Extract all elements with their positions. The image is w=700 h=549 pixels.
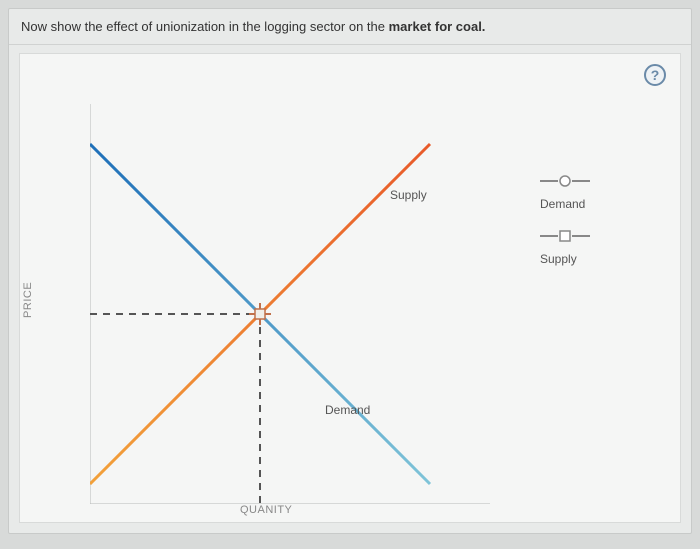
legend: Demand Supply <box>540 174 650 284</box>
legend-demand-item[interactable]: Demand <box>540 174 650 211</box>
eq-box <box>255 309 265 319</box>
prompt-text: Now show the effect of unionization in t… <box>9 9 691 45</box>
exercise-panel: Now show the effect of unionization in t… <box>8 8 692 534</box>
help-icon[interactable]: ? <box>644 64 666 86</box>
legend-supply-label: Supply <box>540 252 650 266</box>
legend-demand-svg <box>540 176 590 186</box>
supply-curve-label: Supply <box>390 188 427 202</box>
legend-demand-symbol <box>540 174 650 191</box>
chart-svg: Supply Demand <box>90 104 490 504</box>
legend-supply-symbol <box>540 229 650 246</box>
demand-curve-label: Demand <box>325 403 370 417</box>
legend-demand-label: Demand <box>540 197 650 211</box>
legend-supply-svg <box>540 231 590 241</box>
legend-supply-item[interactable]: Supply <box>540 229 650 266</box>
x-axis-label: QUANITY <box>240 504 292 516</box>
y-axis-label: PRICE <box>22 281 34 317</box>
chart-area[interactable]: PRICE <box>50 104 510 514</box>
graph-panel: ? PRICE <box>19 53 681 523</box>
